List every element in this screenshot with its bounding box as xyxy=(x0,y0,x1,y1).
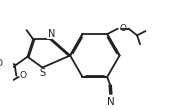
Text: S: S xyxy=(39,68,46,78)
Text: N: N xyxy=(48,29,55,39)
Text: N: N xyxy=(107,97,115,107)
Text: O: O xyxy=(0,59,2,68)
Text: O: O xyxy=(19,71,26,80)
Text: O: O xyxy=(120,24,127,33)
